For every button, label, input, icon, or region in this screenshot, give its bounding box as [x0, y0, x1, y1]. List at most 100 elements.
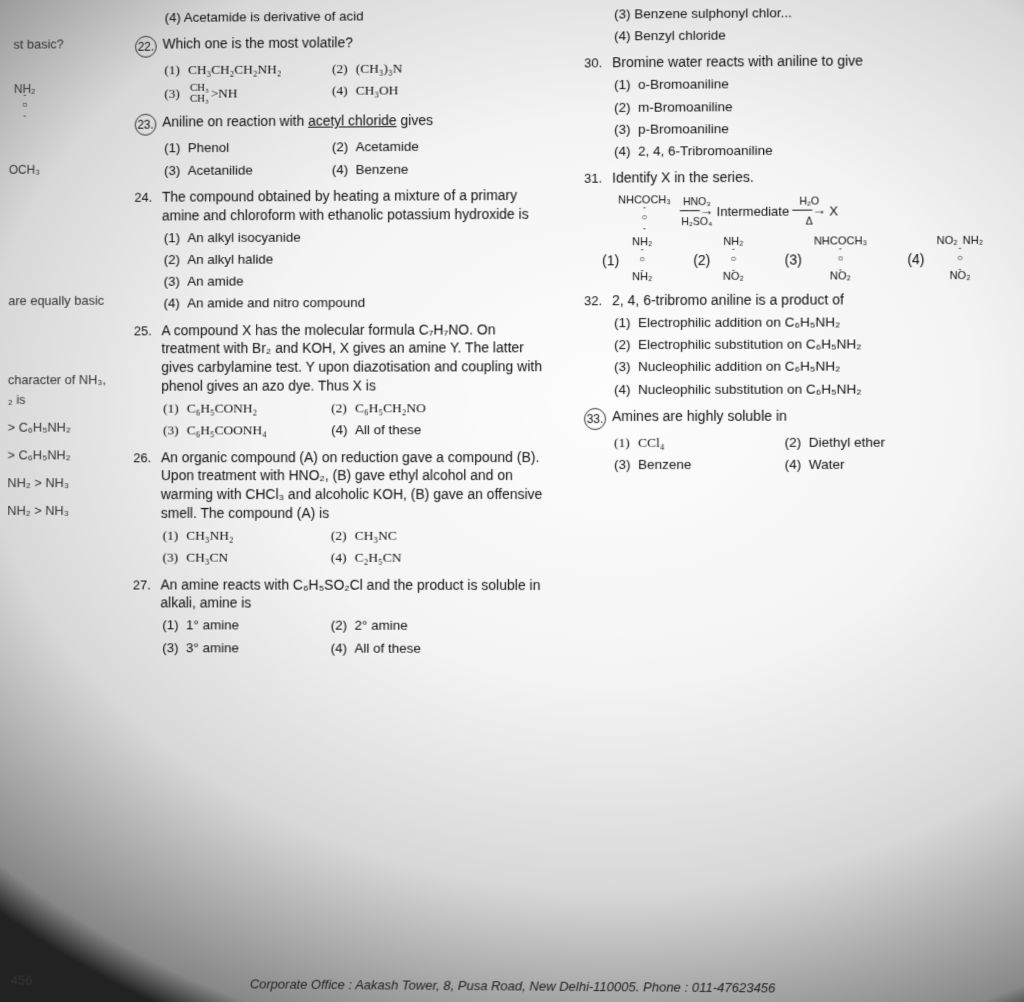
question-number: 31. [584, 170, 606, 188]
reagent-arrow: HNO₃ ──→ H₂SO₄ [680, 197, 714, 228]
question-text: 2, 4, 6-tribromo aniline is a product of [612, 290, 1012, 310]
option-3: (3)Acetanilide [164, 161, 312, 180]
edge-text: NH₂ > NH₃ [7, 502, 69, 519]
option-3: (3)3° amine [162, 639, 311, 658]
question-number: 32. [584, 292, 606, 310]
question-text: An amine reacts with C₆H₅SO₂Cl and the p… [160, 575, 556, 613]
option-2: (2)C₆H₅CH₂NO [331, 399, 480, 417]
question-number: 24. [134, 189, 156, 206]
option-2: (2)Electrophilic substitution on C₆H₅NH₂ [614, 335, 1012, 354]
edge-text: > C₆H₅NH₂ [8, 419, 71, 436]
option-3: (3) CH₃CH₃ >NH [164, 83, 312, 106]
edge-struct: NH₂ OCH₃ [9, 83, 40, 176]
question-text: A compound X has the molecular formula C… [161, 320, 556, 396]
option-3: (3)An amide [164, 272, 557, 291]
benzene-ring-icon [722, 249, 744, 271]
option: (4) Acetamide is derivative of acid [165, 8, 364, 28]
option-3: (3)Benzene [614, 456, 764, 474]
option-3: (3)p-Bromoaniline [614, 118, 1012, 139]
option-2: (2)(CH₃)₃N [332, 59, 481, 78]
option-4: (4)Water [785, 456, 936, 474]
edge-struct-bot: OCH₃ [9, 164, 40, 176]
content-columns: (4) Acetamide is derivative of acid 22. … [133, 0, 1014, 667]
footer-text: Corporate Office : Aakash Tower, 8, Pusa… [3, 974, 1024, 1000]
question-text: The compound obtained by heating a mixtu… [162, 186, 556, 225]
option-3: (3)CH₃CN [163, 549, 311, 567]
option-4: (4)Nucleophilic substitution on C₆H₅NH₂ [614, 380, 1013, 399]
question-text: Amines are highly soluble in [612, 406, 1013, 425]
structure-options: (1) NH₂ NH₂ (2) NH₂ NO₂ [602, 236, 1012, 284]
option-3: (3) NHCOCH₃ NO₂ [785, 236, 873, 282]
benzene-ring-icon [829, 248, 851, 270]
left-column: (4) Acetamide is derivative of acid 22. … [133, 2, 557, 666]
option-1: (1)An alkyl isocyanide [164, 227, 556, 247]
option-4: (4)CH₃OH [332, 81, 481, 104]
benzene-ring-icon [633, 207, 655, 229]
question-number: 25. [134, 322, 156, 339]
q29-trailing: (3) Benzene sulphonyl chlor... (4) Benzy… [584, 3, 1011, 46]
option-3: (3)C₆H₅COONH₄ [163, 422, 311, 440]
option-1: (1)C₆H₅CONH₂ [163, 400, 311, 418]
option-4: (4)All of these [331, 421, 480, 439]
exam-page: st basic? NH₂ OCH₃ are equally basic cha… [3, 0, 1024, 1002]
edge-text: NH₂ > NH₃ [7, 474, 69, 491]
question-27: 27. An amine reacts with C₆H₅SO₂Cl and t… [133, 575, 556, 658]
option: (3) Benzene sulphonyl chlor... [614, 3, 1011, 24]
option-1: (1)Phenol [164, 139, 312, 158]
option-4: (4)Benzene [332, 160, 481, 179]
edge-text: > C₆H₅NH₂ [7, 446, 70, 463]
question-22: 22. Which one is the most volatile? (1)C… [135, 32, 557, 105]
option-2: (2)Diethyl ether [785, 434, 936, 452]
question-number: 26. [133, 449, 155, 466]
question-number: 27. [133, 576, 155, 593]
option-2: (2)Acetamide [332, 138, 481, 157]
question-number: 30. [584, 55, 606, 73]
option-4: (4)An amide and nitro compound [164, 294, 557, 313]
question-text: Aniline on reaction with acetyl chloride… [162, 111, 556, 132]
option-1: (1)1° amine [162, 617, 311, 635]
option-1: (1) NH₂ NH₂ [602, 237, 659, 283]
option-1: (1)Electrophilic addition on C₆H₅NH₂ [614, 313, 1012, 332]
option-2: (2)2° amine [331, 617, 480, 636]
option: (4) Benzyl chloride [614, 25, 1011, 46]
q21-trailing: (4) Acetamide is derivative of acid [135, 6, 556, 27]
question-23: 23. Aniline on reaction with acetyl chlo… [135, 111, 557, 180]
question-33: 33. Amines are highly soluble in (1)CCl₄… [584, 406, 1013, 474]
intermediate-label: Intermediate [717, 203, 790, 221]
reagent-arrow: H₂O ──→ Δ [792, 196, 826, 227]
benzene-ring-icon [14, 95, 36, 117]
option-4: (4)2, 4, 6-Tribromoaniline [614, 141, 1012, 161]
option-1: (1)o-Bromoaniline [614, 74, 1012, 95]
question-30: 30. Bromine water reacts with aniline to… [584, 51, 1012, 161]
edge-struct-top: NH₂ [9, 83, 40, 95]
option-1: (1)CH₃NH₂ [163, 527, 311, 545]
edge-text: character of NH₃, [8, 371, 106, 389]
option-2: (2)m-Bromoaniline [614, 96, 1012, 117]
question-31: 31. Identify X in the series. NHCOCH₃ HN… [584, 167, 1012, 284]
benzene-ring-icon [631, 249, 653, 271]
option-2: (2)CH₃NC [331, 527, 480, 545]
question-25: 25. A compound X has the molecular formu… [133, 320, 556, 440]
question-text: An organic compound (A) on reduction gav… [161, 448, 556, 524]
option-2: (2) NH₂ NO₂ [693, 237, 750, 283]
question-24: 24. The compound obtained by heating a m… [134, 186, 556, 313]
option-1: (1)CH₃CH₂CH₂NH₂ [164, 61, 312, 80]
question-text: Identify X in the series. [612, 167, 1012, 188]
option-3: (3)Nucleophilic addition on C₆H₅NH₂ [614, 358, 1013, 377]
reaction-scheme: NHCOCH₃ HNO₃ ──→ H₂SO₄ Intermediate H₂O … [612, 194, 1012, 230]
reactant-structure: NHCOCH₃ [618, 195, 671, 229]
benzene-ring-icon [949, 248, 971, 270]
option-4: (4) NO₂NH₂ NO₂ [907, 236, 989, 282]
question-32: 32. 2, 4, 6-tribromo aniline is a produc… [584, 290, 1013, 399]
edge-text: st basic? [13, 36, 63, 54]
option-4: (4)C₂H₅CN [331, 549, 480, 567]
question-text: Bromine water reacts with aniline to giv… [612, 51, 1012, 73]
question-text: Which one is the most volatile? [163, 32, 557, 54]
product-label: X [829, 203, 838, 221]
edge-text: are equally basic [8, 292, 104, 310]
question-26: 26. An organic compound (A) on reduction… [133, 448, 556, 568]
edge-text: ₂ is [8, 391, 26, 408]
question-number: 33. [584, 408, 606, 430]
right-column: (3) Benzene sulphonyl chlor... (4) Benzy… [584, 0, 1013, 667]
question-number: 22. [135, 36, 157, 58]
